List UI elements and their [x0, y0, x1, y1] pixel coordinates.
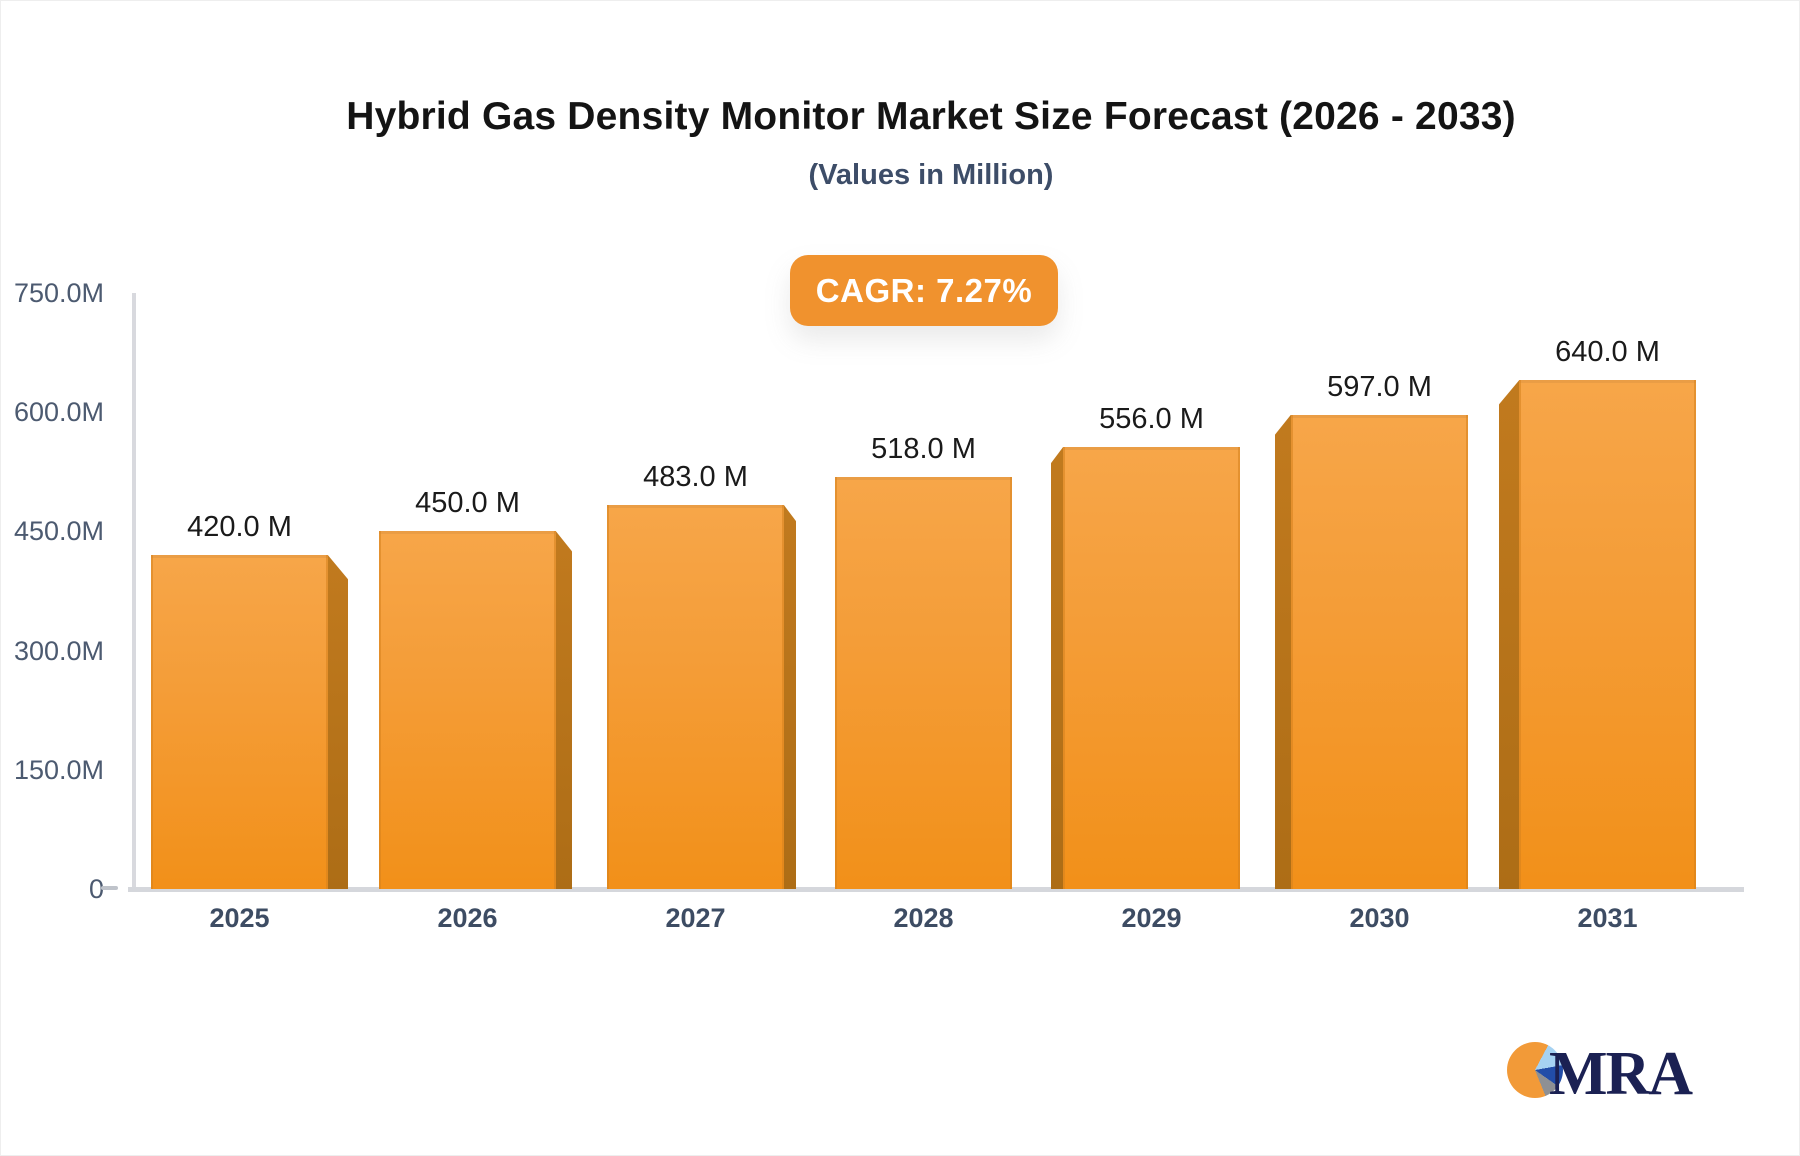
x-axis-baseline	[128, 887, 1744, 892]
y-tick-label: 450.0M	[13, 516, 104, 547]
y-tick-label: 600.0M	[13, 397, 104, 428]
bar-side-face	[784, 505, 796, 889]
x-tick-label: 2030	[1349, 903, 1410, 933]
bar-2031	[1519, 380, 1696, 889]
cagr-badge: CAGR: 7.27%	[790, 255, 1058, 326]
bar-2028	[835, 477, 1012, 889]
bar-side-face	[1051, 447, 1063, 889]
logo-text: MRA	[1549, 1040, 1693, 1108]
bar-2025	[151, 555, 328, 889]
y-tick-label: 300.0M	[13, 635, 104, 666]
y-tick-label: 750.0M	[13, 278, 104, 308]
x-tick-label: 2028	[893, 903, 954, 933]
pie-chart-logo-icon	[1507, 1042, 1563, 1098]
bar-2030	[1291, 414, 1468, 889]
chart-title: Hybrid Gas Density Monitor Market Size F…	[346, 95, 1516, 138]
bar-side-face	[1499, 380, 1519, 889]
bar-value-label: 556.0 M	[1099, 403, 1204, 436]
y-axis-line	[132, 293, 136, 890]
bar-side-face	[1275, 414, 1291, 889]
bar-side-face	[556, 531, 572, 889]
mra-logo: MRA	[1505, 1029, 1745, 1119]
bar-value-label: 518.0 M	[871, 433, 976, 466]
zero-tick-mark	[101, 886, 118, 890]
bar-side-face	[328, 555, 348, 889]
bar-value-label: 483.0 M	[643, 461, 748, 494]
y-tick-label: 150.0M	[13, 754, 104, 785]
bar-value-label: 597.0 M	[1327, 370, 1432, 403]
x-tick-label: 2025	[209, 903, 270, 933]
x-tick-label: 2029	[1121, 903, 1182, 933]
bar-value-label: 420.0 M	[187, 511, 292, 544]
bar-2029	[1063, 447, 1240, 889]
bar-2026	[379, 531, 556, 889]
bar-2027	[607, 505, 784, 889]
x-tick-label: 2026	[437, 903, 498, 933]
bar-value-label: 640.0 M	[1555, 336, 1660, 369]
y-tick-label: 0	[88, 874, 104, 904]
x-tick-label: 2027	[665, 903, 726, 933]
chart-subtitle: (Values in Million)	[808, 159, 1054, 191]
bar-value-label: 450.0 M	[415, 487, 520, 520]
x-tick-label: 2031	[1577, 903, 1638, 933]
